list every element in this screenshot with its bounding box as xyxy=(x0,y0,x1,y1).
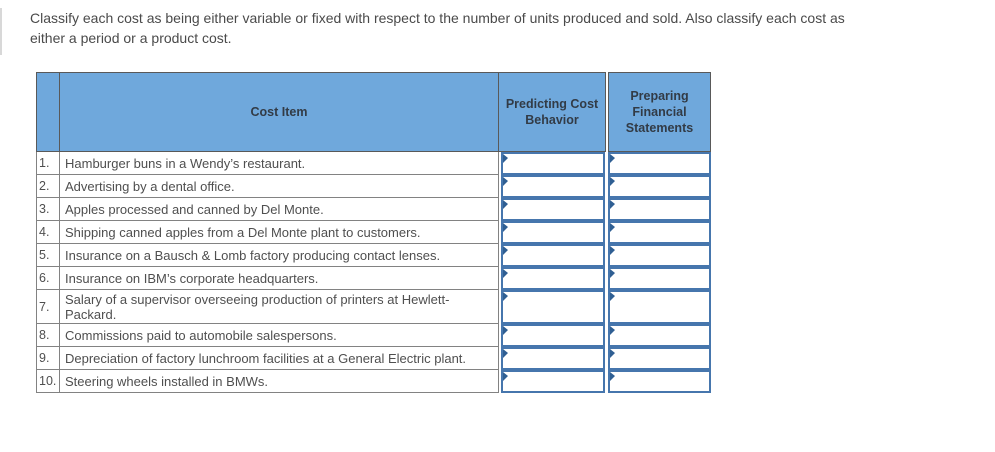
dropdown-arrow-icon xyxy=(610,292,615,301)
table-header-row: Cost Item Predicting Cost Behavior Prepa… xyxy=(36,72,711,152)
row-number: 2. xyxy=(36,175,60,198)
dropdown-arrow-icon xyxy=(503,269,508,278)
instructions-line-1: Classify each cost as being either varia… xyxy=(30,10,845,26)
row-number: 3. xyxy=(36,198,60,221)
table-row: 9. Depreciation of factory lunchroom fac… xyxy=(36,347,711,370)
table-row: 7. Salary of a supervisor overseeing pro… xyxy=(36,290,711,324)
preparing-financial-statements-dropdown[interactable] xyxy=(608,198,711,221)
dropdown-arrow-icon xyxy=(610,269,615,278)
dropdown-arrow-icon xyxy=(503,200,508,209)
dropdown-arrow-icon xyxy=(503,292,508,301)
dropdown-arrow-icon xyxy=(503,349,508,358)
predicting-cost-behavior-dropdown[interactable] xyxy=(501,290,605,324)
row-number: 8. xyxy=(36,324,60,347)
cost-item-text: Insurance on IBM’s corporate headquarter… xyxy=(60,267,499,290)
dropdown-arrow-icon xyxy=(503,326,508,335)
dropdown-arrow-icon xyxy=(503,154,508,163)
row-number: 7. xyxy=(36,290,60,324)
table-row: 2. Advertising by a dental office. xyxy=(36,175,711,198)
row-number: 4. xyxy=(36,221,60,244)
row-number: 10. xyxy=(36,370,60,393)
table-row: 8. Commissions paid to automobile salesp… xyxy=(36,324,711,347)
instructions: Classify each cost as being either varia… xyxy=(30,9,845,48)
dropdown-arrow-icon xyxy=(503,223,508,232)
row-number: 1. xyxy=(36,152,60,175)
row-number: 6. xyxy=(36,267,60,290)
cost-item-text: Advertising by a dental office. xyxy=(60,175,499,198)
table-row: 10. Steering wheels installed in BMWs. xyxy=(36,370,711,393)
cost-item-text: Shipping canned apples from a Del Monte … xyxy=(60,221,499,244)
preparing-financial-statements-dropdown[interactable] xyxy=(608,370,711,393)
preparing-financial-statements-dropdown[interactable] xyxy=(608,221,711,244)
table-row: 3. Apples processed and canned by Del Mo… xyxy=(36,198,711,221)
dropdown-arrow-icon xyxy=(610,200,615,209)
table-row: 6. Insurance on IBM’s corporate headquar… xyxy=(36,267,711,290)
predicting-cost-behavior-dropdown[interactable] xyxy=(501,324,605,347)
cost-classification-table: Cost Item Predicting Cost Behavior Prepa… xyxy=(36,72,711,393)
preparing-financial-statements-dropdown[interactable] xyxy=(608,152,711,175)
dropdown-arrow-icon xyxy=(503,372,508,381)
dropdown-arrow-icon xyxy=(610,372,615,381)
cost-item-text: Steering wheels installed in BMWs. xyxy=(60,370,499,393)
dropdown-arrow-icon xyxy=(610,349,615,358)
dropdown-arrow-icon xyxy=(503,246,508,255)
row-number: 9. xyxy=(36,347,60,370)
header-predicting-cost-behavior: Predicting Cost Behavior xyxy=(499,72,606,152)
predicting-cost-behavior-dropdown[interactable] xyxy=(501,175,605,198)
table-row: 4. Shipping canned apples from a Del Mon… xyxy=(36,221,711,244)
predicting-cost-behavior-dropdown[interactable] xyxy=(501,267,605,290)
cost-item-text: Salary of a supervisor overseeing produc… xyxy=(60,290,499,324)
header-cost-item: Cost Item xyxy=(60,72,499,152)
table-row: 5. Insurance on a Bausch & Lomb factory … xyxy=(36,244,711,267)
cost-item-text: Apples processed and canned by Del Monte… xyxy=(60,198,499,221)
header-number-column xyxy=(36,72,60,152)
row-number: 5. xyxy=(36,244,60,267)
preparing-financial-statements-dropdown[interactable] xyxy=(608,324,711,347)
cost-item-text: Insurance on a Bausch & Lomb factory pro… xyxy=(60,244,499,267)
preparing-financial-statements-dropdown[interactable] xyxy=(608,290,711,324)
predicting-cost-behavior-dropdown[interactable] xyxy=(501,370,605,393)
predicting-cost-behavior-dropdown[interactable] xyxy=(501,244,605,267)
predicting-cost-behavior-dropdown[interactable] xyxy=(501,198,605,221)
table-row: 1. Hamburger buns in a Wendy’s restauran… xyxy=(36,152,711,175)
preparing-financial-statements-dropdown[interactable] xyxy=(608,175,711,198)
preparing-financial-statements-dropdown[interactable] xyxy=(608,267,711,290)
cost-item-text: Depreciation of factory lunchroom facili… xyxy=(60,347,499,370)
predicting-cost-behavior-dropdown[interactable] xyxy=(501,221,605,244)
cost-item-text: Hamburger buns in a Wendy’s restaurant. xyxy=(60,152,499,175)
dropdown-arrow-icon xyxy=(503,177,508,186)
header-preparing-financial-statements: Preparing Financial Statements xyxy=(608,72,711,152)
cost-item-text: Commissions paid to automobile salespers… xyxy=(60,324,499,347)
predicting-cost-behavior-dropdown[interactable] xyxy=(501,347,605,370)
dropdown-arrow-icon xyxy=(610,177,615,186)
preparing-financial-statements-dropdown[interactable] xyxy=(608,347,711,370)
dropdown-arrow-icon xyxy=(610,223,615,232)
left-edge-line xyxy=(0,8,2,55)
dropdown-arrow-icon xyxy=(610,154,615,163)
predicting-cost-behavior-dropdown[interactable] xyxy=(501,152,605,175)
dropdown-arrow-icon xyxy=(610,326,615,335)
dropdown-arrow-icon xyxy=(610,246,615,255)
preparing-financial-statements-dropdown[interactable] xyxy=(608,244,711,267)
instructions-line-2: either a period or a product cost. xyxy=(30,29,232,46)
